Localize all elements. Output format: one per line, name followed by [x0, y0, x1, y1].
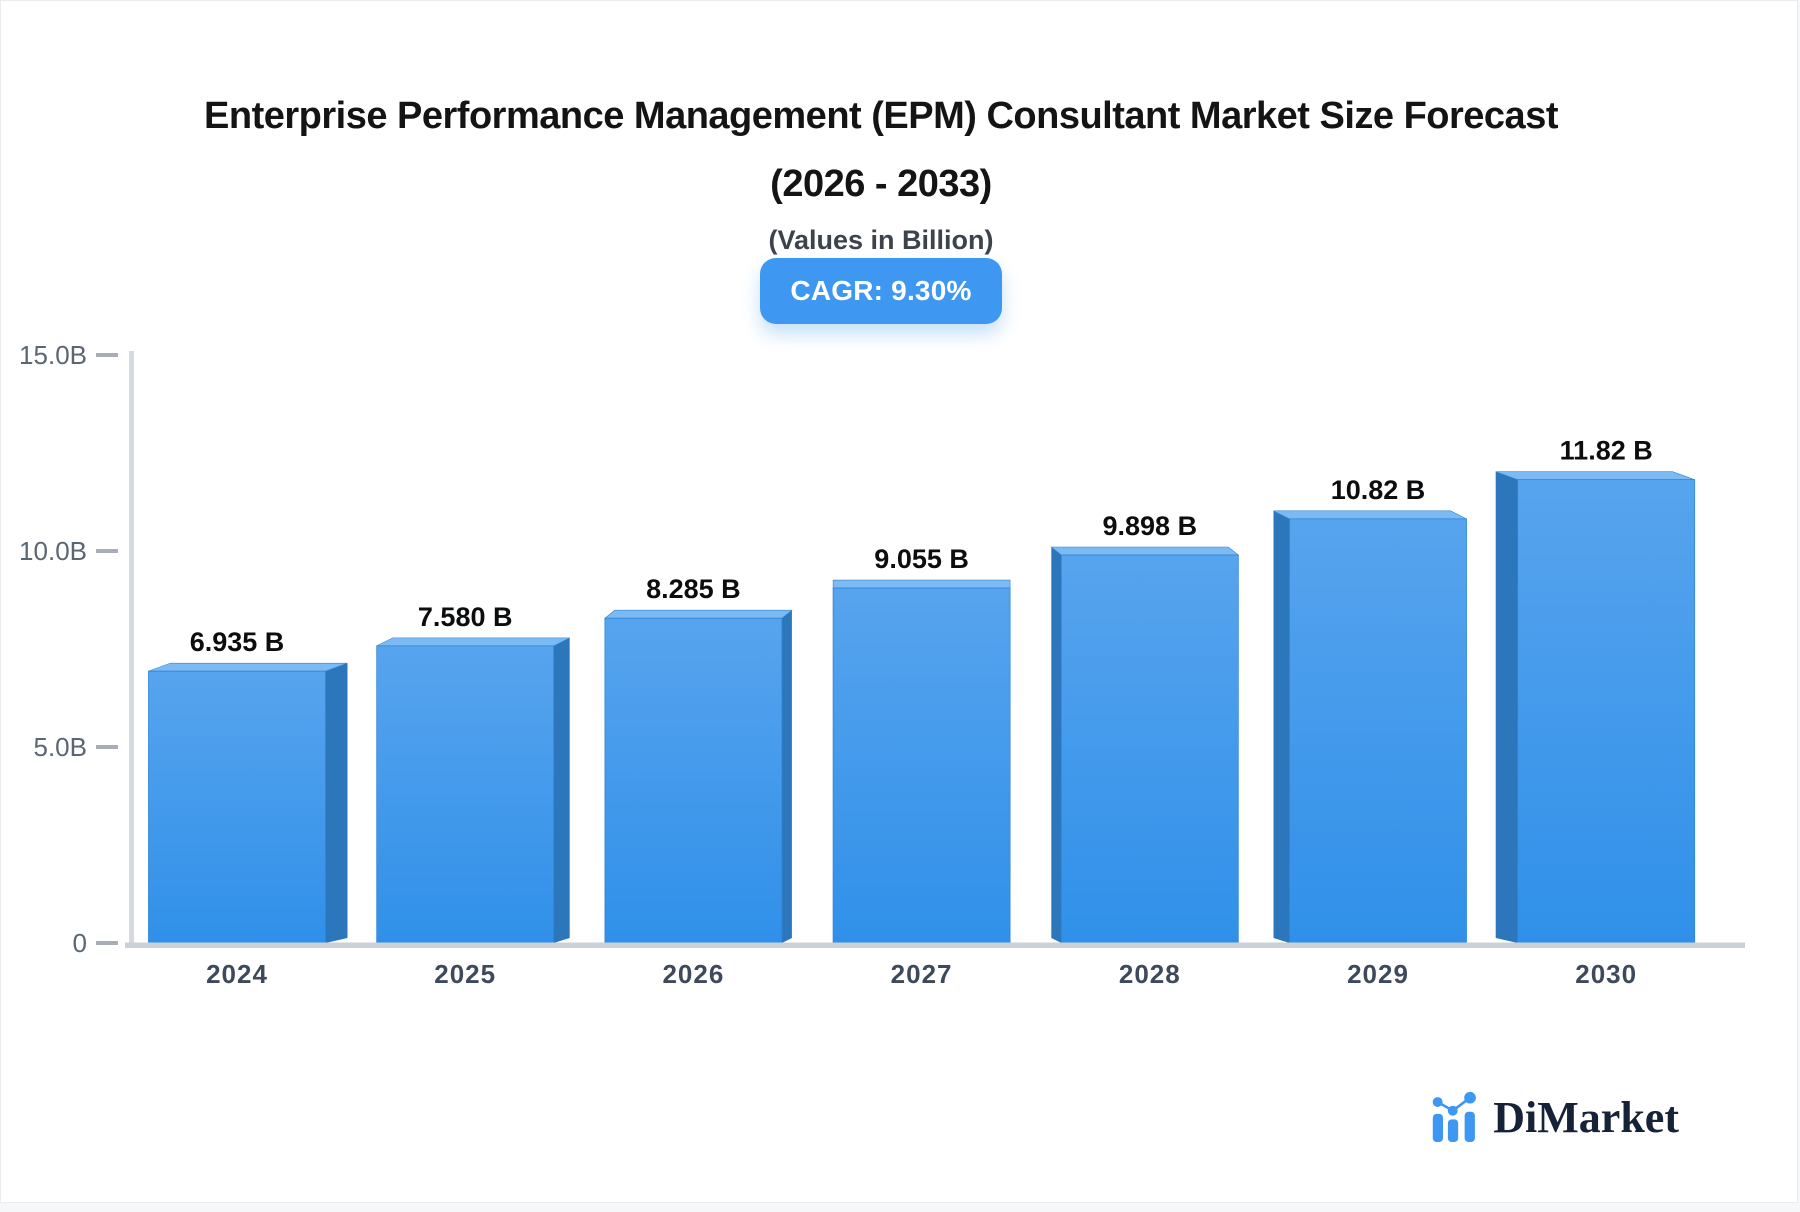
bar-front-face [1517, 479, 1696, 944]
x-category-label: 2026 [662, 959, 724, 989]
y-tick-dash [96, 353, 118, 357]
bar-side-face [1495, 471, 1518, 943]
bar-2026[interactable]: 8.285 B [604, 574, 793, 944]
bar-2030[interactable]: 11.82 B [1495, 436, 1696, 944]
bar-front-face [376, 645, 555, 944]
bar-value-label: 6.935 B [190, 627, 285, 657]
bar-front-face [148, 670, 326, 944]
bar-top-face [148, 662, 348, 672]
y-tick-label: 0 [73, 928, 87, 958]
bar-value-label: 7.580 B [418, 602, 513, 632]
bar-value-label: 9.898 B [1103, 511, 1198, 541]
chart-title-line1: Enterprise Performance Management (EPM) … [204, 95, 1558, 137]
bar-2028[interactable]: 9.898 B [1050, 511, 1240, 944]
bar-front-face [832, 587, 1011, 944]
y-tick-label: 5.0B [34, 732, 88, 762]
bar-side-face [553, 637, 570, 943]
bar-2027[interactable]: 9.055 B [832, 544, 1011, 944]
y-tick-dash [96, 549, 118, 553]
bar-top-face [604, 609, 793, 619]
bar-side-face [1051, 546, 1062, 943]
bar-side-face [325, 663, 348, 943]
bar-front-face [1289, 518, 1467, 944]
bar-2025[interactable]: 7.580 B [376, 602, 570, 944]
y-tick-label: 10.0B [19, 536, 87, 566]
y-axis-line [129, 351, 134, 943]
bar-2029[interactable]: 10.82 B [1273, 475, 1467, 944]
bar-side-face [1273, 510, 1290, 943]
bar-2024[interactable]: 6.935 B [148, 627, 348, 944]
y-tick-dash [96, 745, 118, 749]
chart-title-line2: (2026 - 2033) [770, 163, 992, 205]
bar-front-face [1060, 554, 1239, 944]
x-category-label: 2027 [891, 959, 953, 989]
chart-subtitle: (Values in Billion) [768, 225, 994, 255]
bar-value-label: 10.82 B [1331, 475, 1426, 505]
x-category-label: 2028 [1119, 959, 1181, 989]
bar-top-face [832, 579, 1011, 589]
cagr-badge-row: CAGR: 9.30% [1, 258, 1761, 324]
bar-top-face [1273, 510, 1467, 520]
y-tick-dash [96, 941, 118, 945]
bar-top-face [376, 637, 570, 647]
bar-top-face [1050, 546, 1240, 556]
bar-chart-logo-icon [1432, 1091, 1477, 1142]
cagr-badge: CAGR: 9.30% [760, 258, 1002, 324]
x-category-label: 2024 [206, 959, 268, 989]
bar-value-label: 11.82 B [1560, 436, 1653, 466]
y-tick-label: 15.0B [19, 340, 87, 370]
bar-top-face [1495, 471, 1695, 480]
x-category-label: 2030 [1575, 959, 1637, 989]
bar-value-label: 9.055 B [874, 544, 969, 574]
x-category-label: 2029 [1347, 959, 1409, 989]
bar-value-label: 8.285 B [646, 574, 741, 604]
brand-name: DiMarket [1493, 1093, 1679, 1142]
x-axis-line [125, 942, 1745, 948]
bar-front-face [604, 617, 783, 944]
bar-side-face [781, 610, 792, 943]
x-category-label: 2025 [434, 959, 496, 989]
brand-footer: DiMarket [1432, 1088, 1679, 1142]
